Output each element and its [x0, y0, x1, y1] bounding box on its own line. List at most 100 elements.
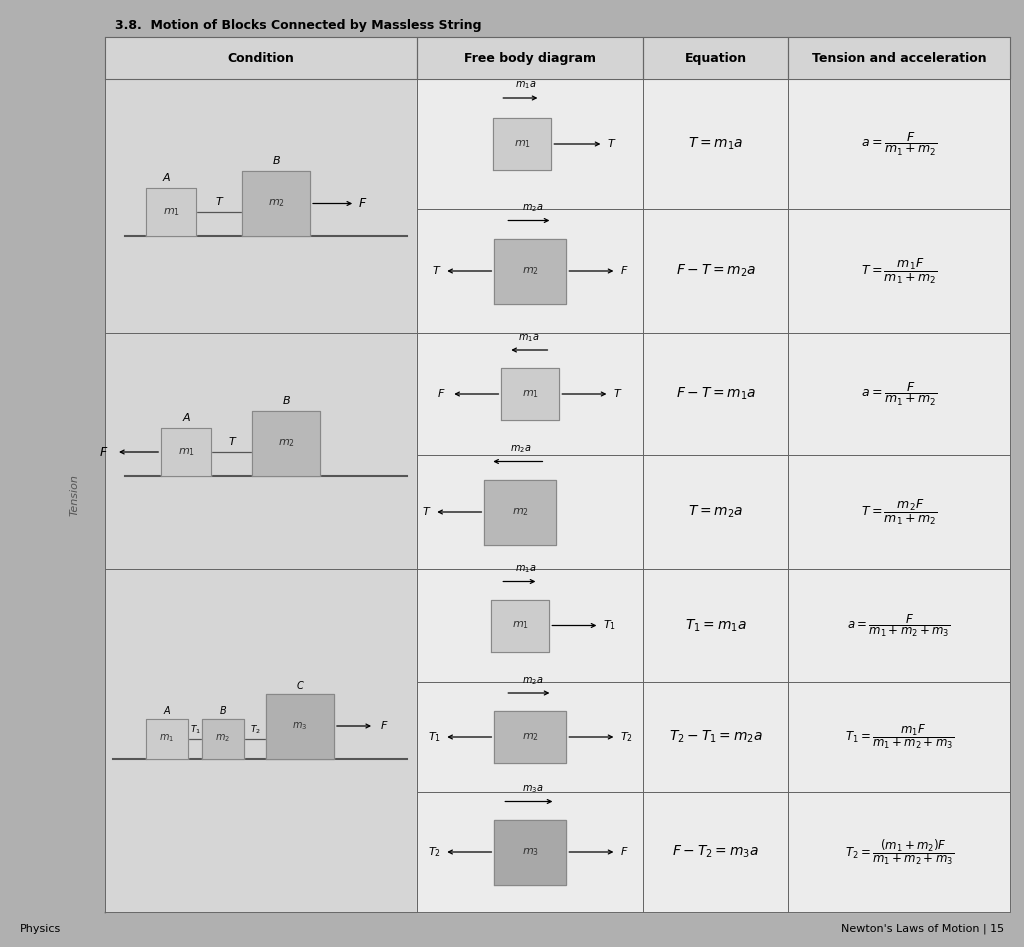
- Text: Condition: Condition: [227, 51, 295, 64]
- Polygon shape: [495, 239, 566, 303]
- Text: $T_2 = \dfrac{(m_1 + m_2)F}{m_1 + m_2 + m_3}$: $T_2 = \dfrac{(m_1 + m_2)F}{m_1 + m_2 + …: [845, 837, 953, 867]
- Polygon shape: [417, 682, 643, 792]
- Text: $T_2 - T_1 = m_2 a$: $T_2 - T_1 = m_2 a$: [669, 729, 763, 745]
- Polygon shape: [788, 37, 1010, 79]
- Text: $F - T = m_1 a$: $F - T = m_1 a$: [676, 385, 756, 402]
- Text: Free body diagram: Free body diagram: [464, 51, 596, 64]
- Polygon shape: [788, 209, 1010, 333]
- Polygon shape: [643, 682, 788, 792]
- Polygon shape: [643, 455, 788, 569]
- Polygon shape: [266, 693, 334, 759]
- Text: $T_1$: $T_1$: [428, 730, 441, 744]
- Text: $a = \dfrac{F}{m_1 + m_2}$: $a = \dfrac{F}{m_1 + m_2}$: [861, 131, 937, 157]
- Polygon shape: [105, 79, 417, 333]
- Text: $T_1 = m_1 a$: $T_1 = m_1 a$: [685, 617, 746, 634]
- Text: F: F: [99, 445, 106, 458]
- Polygon shape: [788, 569, 1010, 682]
- Text: A: A: [164, 706, 170, 716]
- Text: Tension: Tension: [70, 474, 80, 516]
- Polygon shape: [643, 79, 788, 209]
- Polygon shape: [417, 333, 643, 455]
- Text: $m_3a$: $m_3a$: [521, 783, 543, 795]
- Polygon shape: [643, 569, 788, 682]
- Text: B: B: [283, 396, 290, 406]
- Text: T: T: [216, 197, 222, 207]
- Polygon shape: [146, 719, 188, 759]
- Text: F: F: [438, 389, 444, 399]
- Polygon shape: [788, 455, 1010, 569]
- Text: $m_2$: $m_2$: [522, 731, 539, 742]
- Polygon shape: [105, 569, 417, 912]
- Text: $T = m_1 a$: $T = m_1 a$: [688, 135, 743, 152]
- Polygon shape: [417, 37, 643, 79]
- Text: F: F: [381, 721, 387, 731]
- Text: $m_1a$: $m_1a$: [517, 332, 539, 344]
- Text: Equation: Equation: [685, 51, 746, 64]
- Polygon shape: [495, 711, 566, 763]
- Text: A: A: [162, 173, 170, 183]
- Text: $T_2$: $T_2$: [620, 730, 633, 744]
- Text: $m_1$: $m_1$: [514, 138, 530, 150]
- Text: $m_3$: $m_3$: [293, 720, 307, 732]
- Polygon shape: [242, 171, 310, 236]
- Text: 3.8.  Motion of Blocks Connected by Massless String: 3.8. Motion of Blocks Connected by Massl…: [115, 19, 481, 31]
- Text: T: T: [608, 139, 614, 149]
- Text: F: F: [622, 266, 628, 276]
- Text: Tension and acceleration: Tension and acceleration: [812, 51, 986, 64]
- Text: F: F: [622, 847, 628, 857]
- Polygon shape: [105, 333, 417, 569]
- Polygon shape: [643, 37, 788, 79]
- Polygon shape: [484, 479, 556, 545]
- Text: $a = \dfrac{F}{m_1 + m_2 + m_3}$: $a = \dfrac{F}{m_1 + m_2 + m_3}$: [847, 612, 951, 639]
- Text: B: B: [219, 706, 226, 716]
- Polygon shape: [417, 792, 643, 912]
- Polygon shape: [788, 792, 1010, 912]
- Polygon shape: [788, 79, 1010, 209]
- Polygon shape: [105, 37, 417, 79]
- Text: $T_1$: $T_1$: [189, 724, 201, 736]
- Polygon shape: [146, 188, 197, 236]
- Text: T: T: [614, 389, 621, 399]
- Polygon shape: [495, 819, 566, 884]
- Text: $m_1$: $m_1$: [512, 619, 528, 632]
- Text: $T_2$: $T_2$: [250, 724, 260, 736]
- Text: $T_1$: $T_1$: [603, 618, 615, 633]
- Text: $a = \dfrac{F}{m_1 + m_2}$: $a = \dfrac{F}{m_1 + m_2}$: [861, 381, 937, 407]
- Polygon shape: [202, 719, 244, 759]
- Text: $m_2$: $m_2$: [522, 265, 539, 277]
- Text: $m_2a$: $m_2a$: [521, 203, 543, 214]
- Text: $T_1 = \dfrac{m_1 F}{m_1 + m_2 + m_3}$: $T_1 = \dfrac{m_1 F}{m_1 + m_2 + m_3}$: [845, 723, 953, 752]
- Polygon shape: [643, 333, 788, 455]
- Polygon shape: [492, 599, 549, 652]
- Text: $m_1$: $m_1$: [177, 446, 195, 458]
- Text: $m_2$: $m_2$: [215, 733, 230, 744]
- Polygon shape: [788, 333, 1010, 455]
- Polygon shape: [417, 569, 643, 682]
- Text: T: T: [433, 266, 439, 276]
- Polygon shape: [417, 79, 643, 209]
- Text: Newton's Laws of Motion | 15: Newton's Laws of Motion | 15: [841, 923, 1004, 935]
- Polygon shape: [643, 792, 788, 912]
- Polygon shape: [252, 411, 321, 476]
- Polygon shape: [494, 118, 551, 170]
- Text: $T = \dfrac{m_2 F}{m_1 + m_2}$: $T = \dfrac{m_2 F}{m_1 + m_2}$: [861, 497, 937, 527]
- Polygon shape: [417, 455, 643, 569]
- Text: T: T: [423, 507, 430, 517]
- Text: $m_1a$: $m_1a$: [515, 80, 537, 91]
- Text: A: A: [182, 413, 189, 423]
- Text: $m_2$: $m_2$: [512, 506, 528, 518]
- Polygon shape: [161, 428, 211, 476]
- Text: $m_1$: $m_1$: [522, 388, 539, 400]
- Polygon shape: [417, 209, 643, 333]
- Text: $m_2a$: $m_2a$: [521, 675, 543, 687]
- Text: Physics: Physics: [20, 924, 61, 934]
- Text: $m_2$: $m_2$: [267, 198, 285, 209]
- Polygon shape: [105, 37, 1010, 912]
- Text: $F - T = m_2 a$: $F - T = m_2 a$: [676, 263, 756, 279]
- Text: $m_1$: $m_1$: [160, 733, 174, 744]
- Polygon shape: [502, 368, 559, 420]
- Text: F: F: [358, 197, 366, 210]
- Text: B: B: [272, 156, 280, 166]
- Text: C: C: [297, 681, 303, 690]
- Text: $m_2$: $m_2$: [278, 438, 295, 450]
